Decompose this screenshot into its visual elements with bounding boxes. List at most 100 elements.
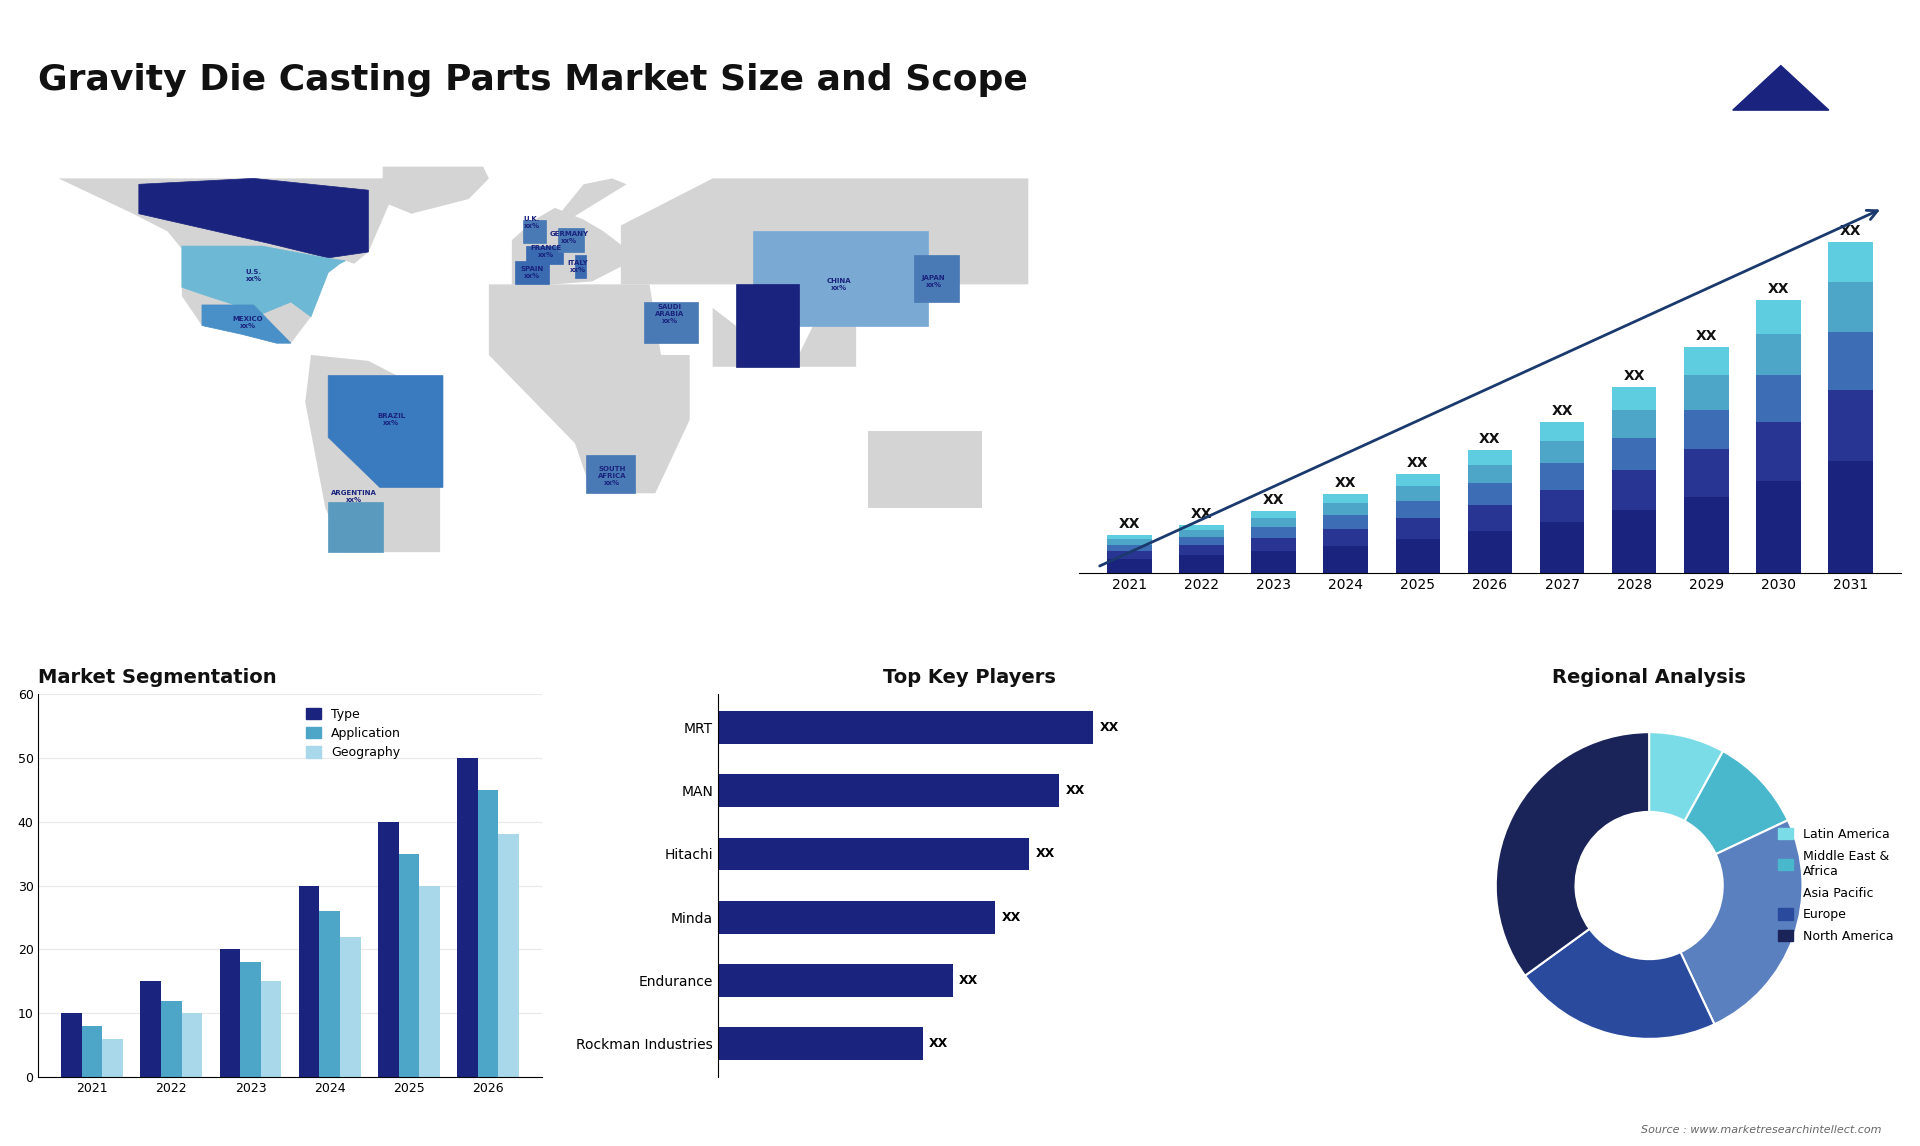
Polygon shape (1672, 26, 1889, 110)
Polygon shape (557, 228, 584, 252)
Text: XX: XX (1263, 493, 1284, 508)
Polygon shape (524, 220, 547, 243)
Polygon shape (643, 303, 699, 343)
Text: XX: XX (1066, 784, 1085, 798)
Bar (1540, 523, 1584, 573)
Bar (1684, 496, 1728, 573)
Bar (718, 1027, 924, 1060)
Bar (1323, 503, 1369, 516)
Bar (718, 775, 1060, 807)
Text: SOUTH
AFRICA
xx%: SOUTH AFRICA xx% (597, 465, 626, 486)
Polygon shape (551, 179, 626, 220)
Bar (499, 834, 518, 1077)
Bar (1540, 490, 1584, 523)
Bar (1467, 484, 1513, 504)
Bar (1323, 528, 1369, 545)
Bar (1108, 540, 1152, 544)
Polygon shape (202, 305, 292, 343)
Bar (1757, 375, 1801, 422)
Text: SAUDI
ARABIA
xx%: SAUDI ARABIA xx% (655, 304, 684, 324)
Bar (718, 838, 1029, 870)
Text: XX: XX (1624, 369, 1645, 383)
Bar (1757, 422, 1801, 480)
Bar (1828, 332, 1872, 390)
Bar (182, 1013, 202, 1077)
Polygon shape (490, 284, 689, 493)
Bar (340, 936, 361, 1077)
Bar (140, 981, 161, 1077)
Bar (1179, 531, 1225, 536)
Bar (1396, 501, 1440, 518)
Bar (1467, 532, 1513, 573)
Text: XX: XX (1190, 507, 1212, 520)
Bar (1179, 544, 1225, 556)
Bar (378, 822, 399, 1077)
Bar (1396, 518, 1440, 540)
Bar (1179, 536, 1225, 544)
Bar (1108, 544, 1152, 551)
Polygon shape (328, 502, 382, 552)
Bar (1684, 375, 1728, 410)
Bar (83, 1026, 102, 1077)
Text: XX: XX (958, 974, 977, 987)
Bar (1684, 410, 1728, 448)
Bar (1828, 461, 1872, 573)
Bar (1467, 504, 1513, 532)
Wedge shape (1684, 751, 1788, 854)
Polygon shape (574, 254, 586, 278)
Bar (1467, 450, 1513, 464)
Bar (1828, 390, 1872, 461)
Bar (1252, 537, 1296, 551)
Text: XX: XX (1002, 911, 1021, 924)
Text: U.S.
xx%: U.S. xx% (246, 269, 261, 282)
Text: INDIA
xx%: INDIA xx% (756, 319, 778, 332)
Bar (1108, 559, 1152, 573)
Bar (1323, 494, 1369, 503)
Polygon shape (868, 432, 983, 508)
Bar (161, 1000, 182, 1077)
Bar (1540, 440, 1584, 463)
Bar (1396, 474, 1440, 486)
Text: ARGENTINA
xx%: ARGENTINA xx% (330, 489, 376, 503)
Bar (1611, 510, 1657, 573)
Bar (1252, 518, 1296, 527)
Polygon shape (305, 355, 440, 552)
Bar (1252, 511, 1296, 518)
Bar (1467, 464, 1513, 484)
Bar (1252, 527, 1296, 537)
Bar (457, 758, 478, 1077)
Text: MEXICO
xx%: MEXICO xx% (232, 316, 263, 329)
Bar (1108, 535, 1152, 540)
Bar (1828, 282, 1872, 332)
Bar (1323, 516, 1369, 528)
Legend: Type, Application, Geography: Type, Application, Geography (307, 708, 401, 760)
Text: FRANCE
xx%: FRANCE xx% (530, 245, 563, 259)
Wedge shape (1680, 821, 1803, 1025)
Bar (1323, 545, 1369, 573)
Polygon shape (328, 376, 444, 487)
Bar (1611, 410, 1657, 438)
Bar (1684, 347, 1728, 375)
Polygon shape (138, 179, 369, 258)
Bar (419, 886, 440, 1077)
Bar (1611, 438, 1657, 470)
Bar (718, 712, 1092, 744)
Bar (1540, 463, 1584, 490)
Bar (718, 964, 952, 997)
Wedge shape (1524, 928, 1715, 1039)
Bar (102, 1039, 123, 1077)
Text: ITALY
xx%: ITALY xx% (568, 260, 588, 273)
Bar (1396, 540, 1440, 573)
Bar (240, 963, 261, 1077)
Text: CHINA
xx%: CHINA xx% (828, 277, 851, 291)
Polygon shape (513, 207, 626, 284)
Text: XX: XX (1407, 456, 1428, 470)
Polygon shape (182, 246, 346, 316)
Text: XX: XX (1478, 432, 1501, 446)
Bar (300, 886, 319, 1077)
Bar (1828, 242, 1872, 282)
Polygon shape (620, 179, 1029, 284)
Polygon shape (1732, 65, 1828, 110)
Text: XX: XX (1334, 476, 1357, 490)
Bar (1179, 556, 1225, 573)
